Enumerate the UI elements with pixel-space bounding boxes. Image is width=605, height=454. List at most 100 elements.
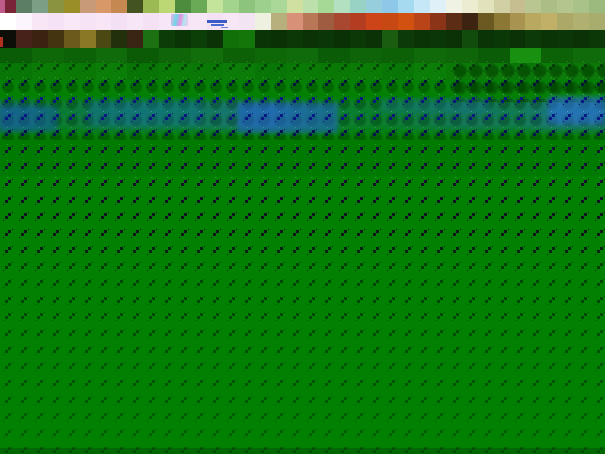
glitch-dot bbox=[405, 249, 408, 253]
glitch-dot bbox=[165, 366, 168, 370]
glitch-dot bbox=[389, 99, 392, 103]
macroblock bbox=[557, 30, 574, 48]
glitch-dot bbox=[229, 199, 232, 203]
glitch-dot bbox=[5, 166, 8, 170]
glitch-dot bbox=[533, 83, 536, 87]
glitch-dot bbox=[453, 149, 456, 153]
glitch-dot bbox=[21, 316, 24, 320]
glitch-dot bbox=[165, 316, 168, 320]
glitch-dot bbox=[469, 149, 472, 153]
glitch-dot bbox=[309, 133, 312, 137]
glitch-dot bbox=[341, 299, 344, 303]
glitch-dot bbox=[405, 382, 408, 386]
glitch-dot bbox=[597, 233, 600, 236]
glitch-dot bbox=[37, 432, 40, 436]
macroblock bbox=[429, 13, 446, 30]
glitch-dot bbox=[197, 382, 200, 386]
glitch-dot bbox=[197, 283, 200, 286]
glitch-dot bbox=[229, 216, 232, 220]
glitch-dot bbox=[453, 83, 456, 87]
glitch-dot bbox=[165, 83, 168, 87]
glitch-dot bbox=[437, 249, 440, 253]
glitch-dot bbox=[117, 283, 120, 286]
glitch-dot bbox=[245, 99, 248, 103]
macroblock bbox=[15, 13, 32, 30]
glitch-dot bbox=[469, 99, 472, 103]
glitch-dot bbox=[277, 116, 280, 120]
glitch-dot bbox=[581, 432, 584, 436]
glitch-dot bbox=[437, 66, 440, 70]
glitch-dot bbox=[549, 83, 552, 87]
macroblock bbox=[286, 48, 319, 63]
glitch-dot bbox=[501, 399, 504, 403]
glitch-dot bbox=[357, 416, 360, 420]
macroblock bbox=[286, 0, 303, 13]
glitch-dot bbox=[405, 316, 408, 320]
glitch-dot bbox=[229, 316, 232, 320]
macroblock bbox=[525, 13, 542, 30]
glitch-dot bbox=[309, 299, 312, 303]
glitch-dot bbox=[581, 166, 584, 170]
macroblock bbox=[47, 0, 64, 13]
glitch-dot bbox=[501, 66, 504, 70]
glitch-dot bbox=[357, 116, 360, 120]
glitch-dot bbox=[357, 316, 360, 320]
glitch-dot bbox=[405, 199, 408, 203]
glitch-dot bbox=[373, 166, 376, 170]
glitch-dot bbox=[181, 399, 184, 403]
glitch-dot bbox=[421, 432, 424, 436]
glitch-dot bbox=[37, 233, 40, 236]
glitch-dot bbox=[5, 199, 8, 203]
glitch-dot bbox=[341, 366, 344, 370]
glitch-dot bbox=[453, 299, 456, 303]
macroblock bbox=[350, 30, 367, 48]
glitch-dot bbox=[117, 166, 120, 170]
glitch-dot bbox=[549, 332, 552, 336]
glitch-dot bbox=[5, 283, 8, 286]
glitch-dot bbox=[293, 66, 296, 70]
glitch-dot bbox=[293, 349, 296, 353]
glitch-dot bbox=[597, 449, 600, 453]
glitch-dot bbox=[85, 283, 88, 286]
glitch-dot bbox=[21, 349, 24, 353]
glitch-dot bbox=[133, 66, 136, 70]
glitch-dot bbox=[453, 216, 456, 220]
glitch-dot bbox=[133, 366, 136, 370]
glitch-dot bbox=[261, 233, 264, 236]
glitch-dot bbox=[549, 149, 552, 153]
macroblock bbox=[557, 13, 574, 30]
glitch-dot bbox=[565, 249, 568, 253]
glitch-dot bbox=[133, 449, 136, 453]
glitch-dot bbox=[533, 116, 536, 120]
macroblock bbox=[350, 0, 367, 13]
glitch-dot bbox=[53, 233, 56, 236]
blue-dash-3 bbox=[221, 26, 228, 28]
glitch-dot bbox=[101, 316, 104, 320]
glitch-dot bbox=[293, 149, 296, 153]
glitch-dot bbox=[149, 399, 152, 403]
glitch-dot bbox=[293, 199, 296, 203]
glitch-dot bbox=[501, 283, 504, 286]
glitch-dot bbox=[501, 199, 504, 203]
glitch-dot bbox=[565, 382, 568, 386]
macroblock bbox=[509, 48, 542, 63]
glitch-dot bbox=[117, 266, 120, 270]
macroblock bbox=[254, 13, 271, 30]
glitch-dot bbox=[117, 66, 120, 70]
glitch-dot bbox=[309, 382, 312, 386]
glitch-dot bbox=[261, 149, 264, 153]
glitch-dot bbox=[357, 432, 360, 436]
glitch-dot bbox=[309, 449, 312, 453]
blue-bright-right bbox=[548, 96, 605, 124]
glitch-dot bbox=[213, 233, 216, 236]
glitch-dot bbox=[597, 266, 600, 270]
glitch-dot bbox=[85, 299, 88, 303]
glitch-dot bbox=[405, 166, 408, 170]
glitch-dot bbox=[85, 266, 88, 270]
glitch-dot bbox=[581, 449, 584, 453]
glitch-dot bbox=[309, 266, 312, 270]
macroblock bbox=[31, 30, 48, 48]
glitch-dot bbox=[389, 432, 392, 436]
macroblock bbox=[95, 30, 112, 48]
glitch-dot bbox=[53, 316, 56, 320]
